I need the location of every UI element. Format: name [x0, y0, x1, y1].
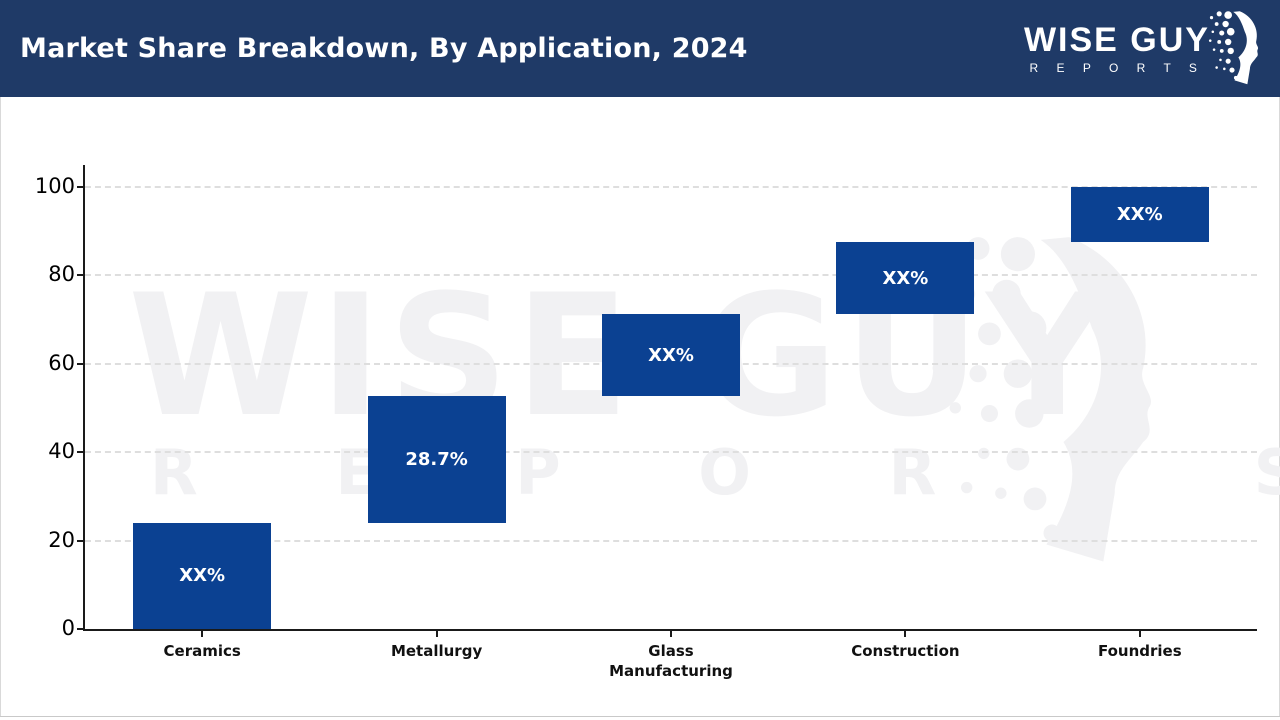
frame-left-border: [0, 97, 1, 716]
bar-foundries: XX%: [1070, 187, 1209, 242]
y-tick-mark-20: [77, 539, 85, 542]
bar-value-label: 28.7%: [405, 448, 468, 470]
gridline-20: [85, 539, 1257, 542]
bar-glass-manufacturing: XX%: [602, 314, 740, 397]
bar-ceramics: XX%: [133, 522, 272, 629]
y-tick-mark-100: [77, 186, 85, 188]
bar-construction: XX%: [836, 241, 975, 315]
bar-value-label: XX%: [179, 565, 226, 587]
bar-value-label: XX%: [1116, 203, 1163, 225]
y-axis-line: [83, 165, 85, 631]
x-tick-mark-2: [670, 629, 672, 637]
wiseguy-logo: WISE GUY R E P O R T S: [1024, 6, 1264, 92]
header-bar: Market Share Breakdown, By Application, …: [0, 0, 1280, 97]
bar-metallurgy: 28.7%: [367, 396, 506, 523]
dotted-face-icon: [1208, 10, 1259, 84]
category-label-1: Metallurgy: [390, 642, 483, 660]
page-title: Market Share Breakdown, By Application, …: [20, 33, 748, 64]
y-tick-label-60: 60: [48, 350, 75, 375]
y-tick-label-20: 20: [48, 527, 75, 552]
y-tick-label-40: 40: [48, 439, 75, 464]
y-tick-label-0: 0: [61, 616, 75, 640]
watermark-face-icon: [932, 237, 1152, 562]
bar-value-label: XX%: [648, 344, 694, 366]
x-tick-mark-0: [201, 629, 204, 637]
y-tick-mark-80: [77, 274, 85, 277]
gridline-80: [85, 274, 1257, 277]
x-tick-mark-1: [435, 629, 438, 637]
y-tick-label-80: 80: [48, 262, 75, 287]
y-tick-label-100: 100: [34, 174, 75, 198]
gridline-100: [85, 186, 1257, 188]
category-label-4: Foundries: [1097, 642, 1182, 660]
category-label-2: Glass Manufacturing: [609, 642, 733, 681]
gridline-40: [85, 451, 1257, 454]
y-tick-mark-60: [77, 362, 85, 365]
category-label-3: Construction: [851, 642, 960, 660]
frame-bottom-border: [0, 716, 1280, 717]
y-tick-mark-0: [77, 628, 85, 630]
x-tick-mark-4: [1138, 629, 1141, 637]
category-label-0: Ceramics: [163, 642, 241, 660]
bar-value-label: XX%: [882, 267, 929, 289]
logo-subtitle: R E P O R T S: [1029, 60, 1205, 75]
x-tick-mark-3: [904, 629, 907, 637]
logo-text: WISE GUY R E P O R T S: [1024, 23, 1210, 75]
y-tick-mark-40: [77, 451, 85, 454]
logo-name: WISE GUY: [1023, 20, 1210, 59]
